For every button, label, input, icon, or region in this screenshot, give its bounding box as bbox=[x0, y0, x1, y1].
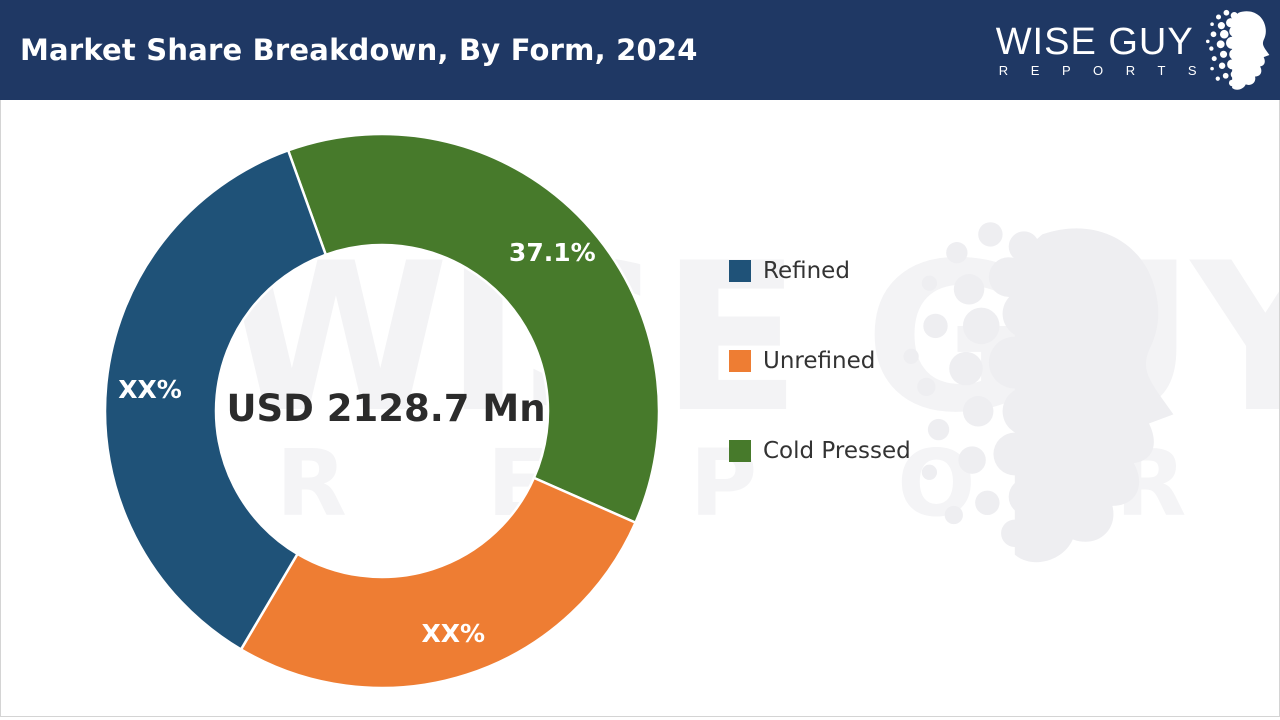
legend-item-cold-pressed: Cold Pressed bbox=[729, 438, 911, 464]
legend-label: Refined bbox=[763, 258, 850, 284]
donut-center-value: USD 2128.7 Mn bbox=[226, 387, 546, 430]
legend-swatch-refined bbox=[729, 260, 751, 282]
legend-item-unrefined: Unrefined bbox=[729, 348, 911, 374]
wise-guy-logo: WISE GUY R E P O R T S bbox=[996, 0, 1272, 100]
watermark: WISE GUY R E P O R T S bbox=[1, 100, 1279, 716]
logo-wordmark: WISE GUY R E P O R T S bbox=[996, 23, 1206, 77]
header: Market Share Breakdown, By Form, 2024 WI… bbox=[0, 0, 1280, 100]
segment-label-refined: XX% bbox=[118, 375, 182, 404]
logo-face-icon bbox=[1198, 7, 1272, 93]
chart-area: WISE GUY R E P O R T S 37.1% XX% XX% USD 2… bbox=[0, 100, 1280, 717]
donut-segment-refined bbox=[103, 149, 328, 651]
logo-line2: R E P O R T S bbox=[998, 63, 1206, 78]
segment-label-cold-pressed: 37.1% bbox=[509, 238, 596, 267]
legend-label: Unrefined bbox=[763, 348, 876, 374]
donut-segment-cold-pressed bbox=[286, 132, 661, 524]
donut-segment-unrefined bbox=[239, 476, 637, 690]
legend-swatch-cold-pressed bbox=[729, 440, 751, 462]
logo-line1: WISE GUY bbox=[995, 21, 1194, 63]
legend-swatch-unrefined bbox=[729, 350, 751, 372]
chart-title: Market Share Breakdown, By Form, 2024 bbox=[20, 33, 698, 67]
donut-chart: 37.1% XX% XX% bbox=[103, 132, 661, 690]
legend: Refined Unrefined Cold Pressed bbox=[729, 258, 911, 528]
legend-label: Cold Pressed bbox=[763, 438, 911, 464]
segment-label-unrefined: XX% bbox=[421, 619, 485, 648]
legend-item-refined: Refined bbox=[729, 258, 911, 284]
